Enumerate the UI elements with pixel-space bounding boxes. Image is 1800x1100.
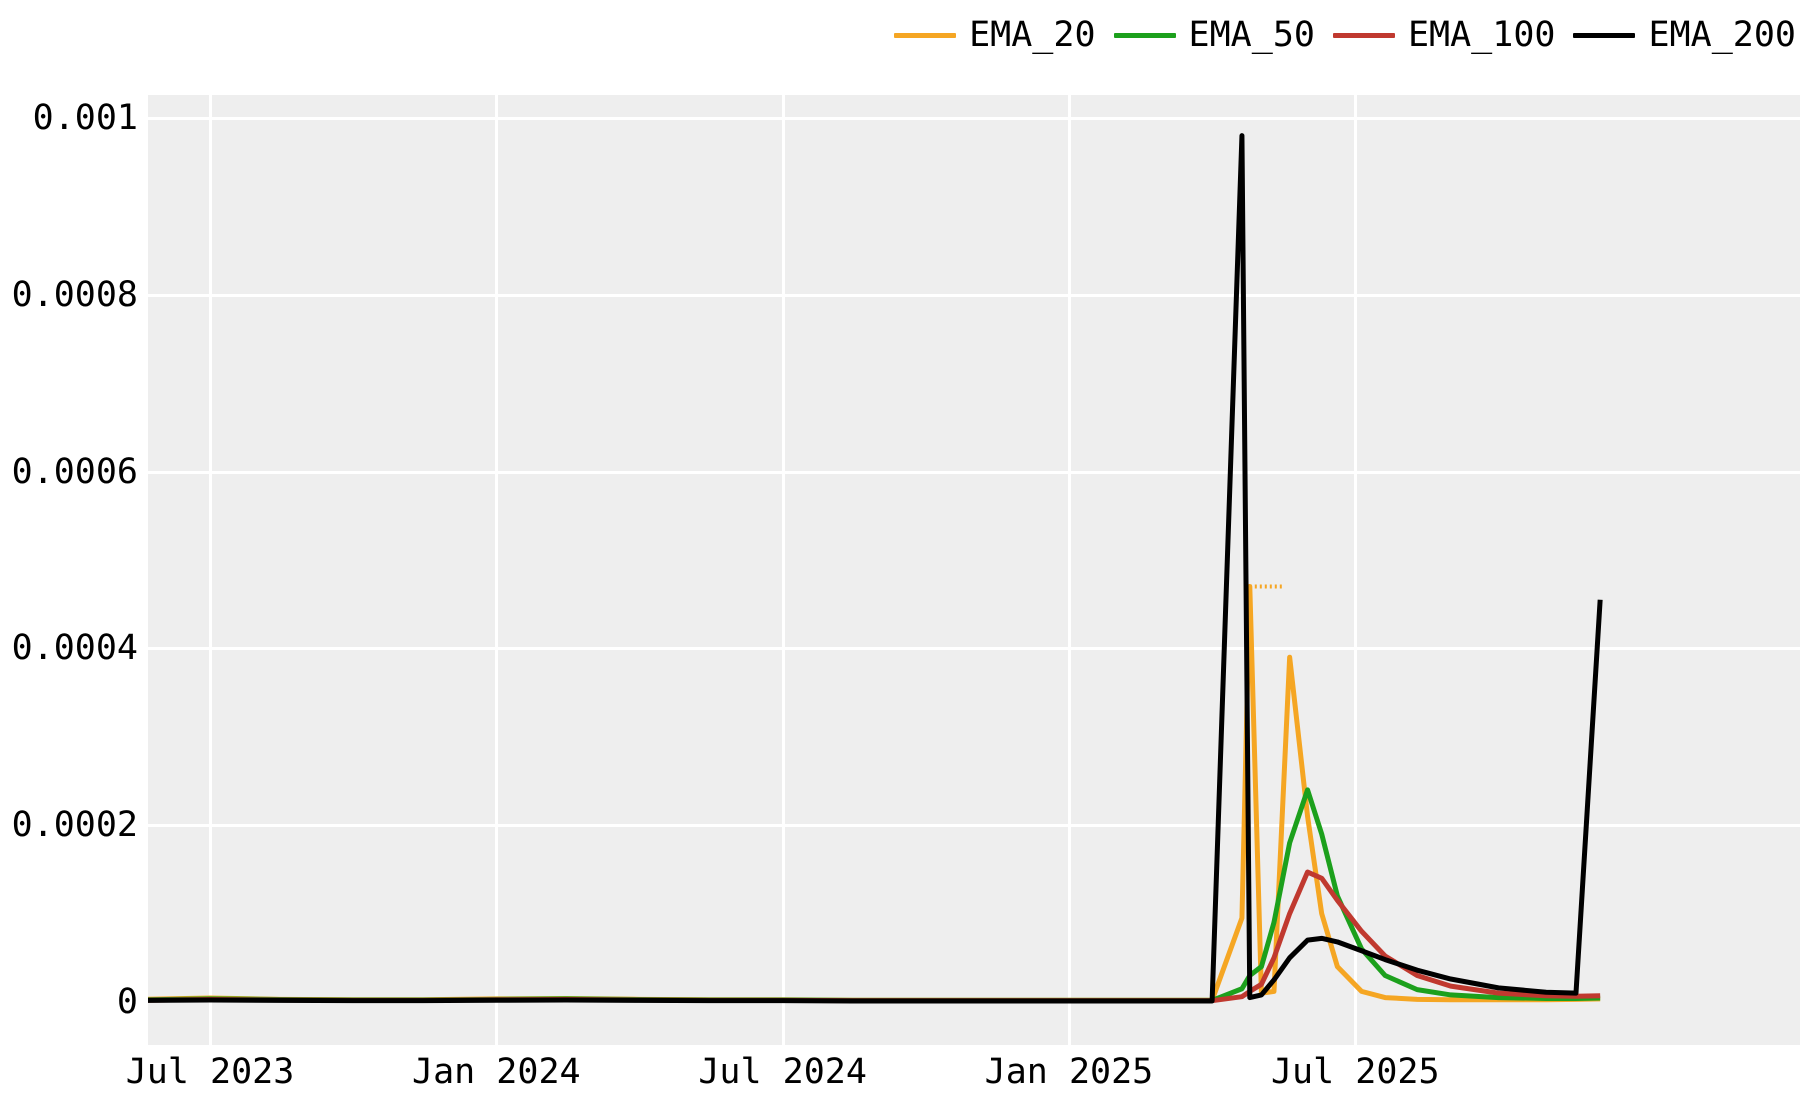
- x-tick-label: Jul 2023: [125, 1052, 295, 1092]
- gridline-vertical: [209, 95, 212, 1045]
- legend-swatch-icon: [1332, 32, 1395, 38]
- legend-swatch-icon: [894, 32, 957, 38]
- gridline-horizontal: [148, 117, 1800, 120]
- y-tick-label: 0.0004: [11, 628, 138, 669]
- legend-item-ema_50[interactable]: EMA_50: [1113, 15, 1315, 55]
- series-line-ema_20: [148, 584, 1601, 1003]
- legend-swatch-icon: [1573, 32, 1636, 38]
- y-tick-label: 0.0002: [11, 805, 138, 846]
- series-lines: [148, 133, 1603, 1004]
- legend-label: EMA_100: [1407, 15, 1556, 55]
- gridline-horizontal: [148, 647, 1800, 651]
- gridline-vertical: [1067, 95, 1071, 1045]
- gridline-horizontal: [148, 293, 1800, 297]
- x-tick-label: Jul 2025: [1270, 1052, 1440, 1092]
- legend-label: EMA_50: [1188, 15, 1315, 55]
- series-line-ema_200: [148, 133, 1603, 1004]
- x-tick-label: Jul 2024: [698, 1052, 867, 1092]
- gridline-horizontal: [148, 470, 1800, 474]
- gridline-vertical: [495, 95, 499, 1045]
- legend-label: EMA_200: [1648, 15, 1796, 55]
- gridline-vertical: [1354, 95, 1358, 1045]
- legend-item-ema_200[interactable]: EMA_200: [1573, 15, 1796, 55]
- y-tick-label: 0.0008: [11, 274, 138, 315]
- series-line-ema_100: [148, 869, 1601, 1004]
- x-tick-label: Jan 2025: [984, 1052, 1154, 1092]
- y-tick-label: 0.0006: [11, 451, 138, 492]
- x-tick-label: Jan 2024: [412, 1052, 581, 1092]
- legend-item-ema_100[interactable]: EMA_100: [1332, 15, 1556, 55]
- y-tick-label: 0.001: [32, 98, 138, 138]
- y-tick-label: 0: [116, 982, 138, 1022]
- legend-swatch-icon: [1113, 32, 1176, 38]
- chart-legend: EMA_20 EMA_50 EMA_100 EMA_200: [0, 0, 1800, 70]
- series-line-ema_50: [148, 787, 1601, 1003]
- gridline-horizontal: [148, 824, 1800, 828]
- legend-label: EMA_20: [969, 15, 1096, 55]
- gridline-vertical: [781, 95, 785, 1045]
- plot-area: [148, 95, 1800, 1045]
- legend-item-ema_20[interactable]: EMA_20: [894, 15, 1096, 55]
